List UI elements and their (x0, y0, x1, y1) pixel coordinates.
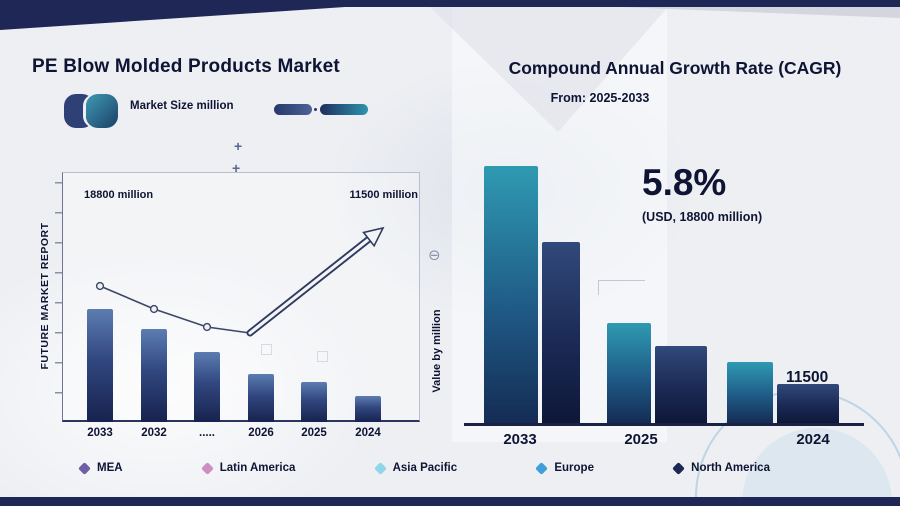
legend-label: Latin America (219, 462, 296, 474)
circled-minus-icon: ⊖ (428, 247, 441, 264)
right-x-axis-line (464, 423, 864, 426)
legend-item-north-america: North America (672, 461, 770, 475)
left-x-label-0: 2033 (87, 427, 113, 439)
legend-diamond-icon (373, 461, 387, 475)
right-x-label-1: 2025 (624, 431, 658, 448)
legend-pill-navy (274, 104, 312, 115)
right-bar-2025-series-2-navy (655, 346, 707, 423)
legend-diamond-icon (672, 461, 686, 475)
legend-pill-dot (314, 108, 317, 111)
legend-diamond-icon (535, 461, 549, 475)
page-title-right: Compound Annual Growth Rate (CAGR) (508, 58, 842, 78)
right-y-axis-label: Value by million (431, 309, 443, 393)
legend-item-latin-america: Latin America (200, 461, 296, 475)
left-x-label-2: ..... (199, 427, 215, 439)
market-size-icon-teal-disc (86, 94, 118, 128)
right-x-label-0: 2033 (503, 431, 537, 448)
legend-diamond-icon (200, 461, 214, 475)
legend-item-asia-pacific: Asia Pacific (373, 461, 458, 475)
plus-mark-icon: + (232, 160, 241, 176)
right-bar-2025-series-1-teal (607, 323, 651, 423)
top-gray-sliver (620, 7, 900, 18)
left-x-label-3: 2026 (248, 427, 274, 439)
plus-mark-icon: + (234, 138, 243, 154)
left-x-label-1: 2032 (141, 427, 167, 439)
annotation-11500-right: 11500 (786, 369, 829, 386)
left-x-label-5: 2024 (355, 427, 381, 439)
left-x-label-4: 2025 (301, 427, 327, 439)
legend-label: MEA (97, 462, 123, 474)
right-bar-2033-series-1-teal (484, 166, 538, 423)
legend-label: North America (691, 462, 770, 474)
left-axis-ticks (55, 182, 62, 418)
legend-label: Europe (554, 462, 594, 474)
legend-diamond-icon (78, 461, 91, 475)
right-bar-2024-series-2-navy (777, 384, 839, 423)
bottom-navy-band (0, 497, 900, 506)
right-bar-2033-series-2-navy (542, 242, 580, 423)
right-bar-2024-series-1-teal (727, 362, 773, 423)
market-size-legend-label: Market Size million (130, 100, 234, 112)
left-y-axis-label: FUTURE MARKET REPORT (39, 222, 51, 370)
trend-line-svg (95, 226, 385, 337)
footer-legend: MEA Latin America Asia Pacific Europe North … (78, 461, 770, 475)
legend-label: Asia Pacific (392, 462, 458, 474)
market-size-icon (64, 92, 122, 130)
legend-item-mea: MEA (78, 461, 123, 475)
decor-bracket (598, 280, 645, 295)
annotation-18800: 18800 million (84, 189, 154, 201)
legend-pill-teal (320, 104, 368, 115)
legend-item-europe: Europe (535, 461, 594, 475)
top-navy-band (0, 0, 900, 30)
page-title-left: PE Blow Molded Products Market (32, 56, 340, 77)
cagr-basis: (USD, 18800 million) (642, 210, 763, 224)
right-x-label-2: 2024 (796, 431, 830, 448)
cagr-subtitle: From: 2025-2033 (550, 91, 650, 105)
cagr-value: 5.8% (642, 162, 727, 203)
